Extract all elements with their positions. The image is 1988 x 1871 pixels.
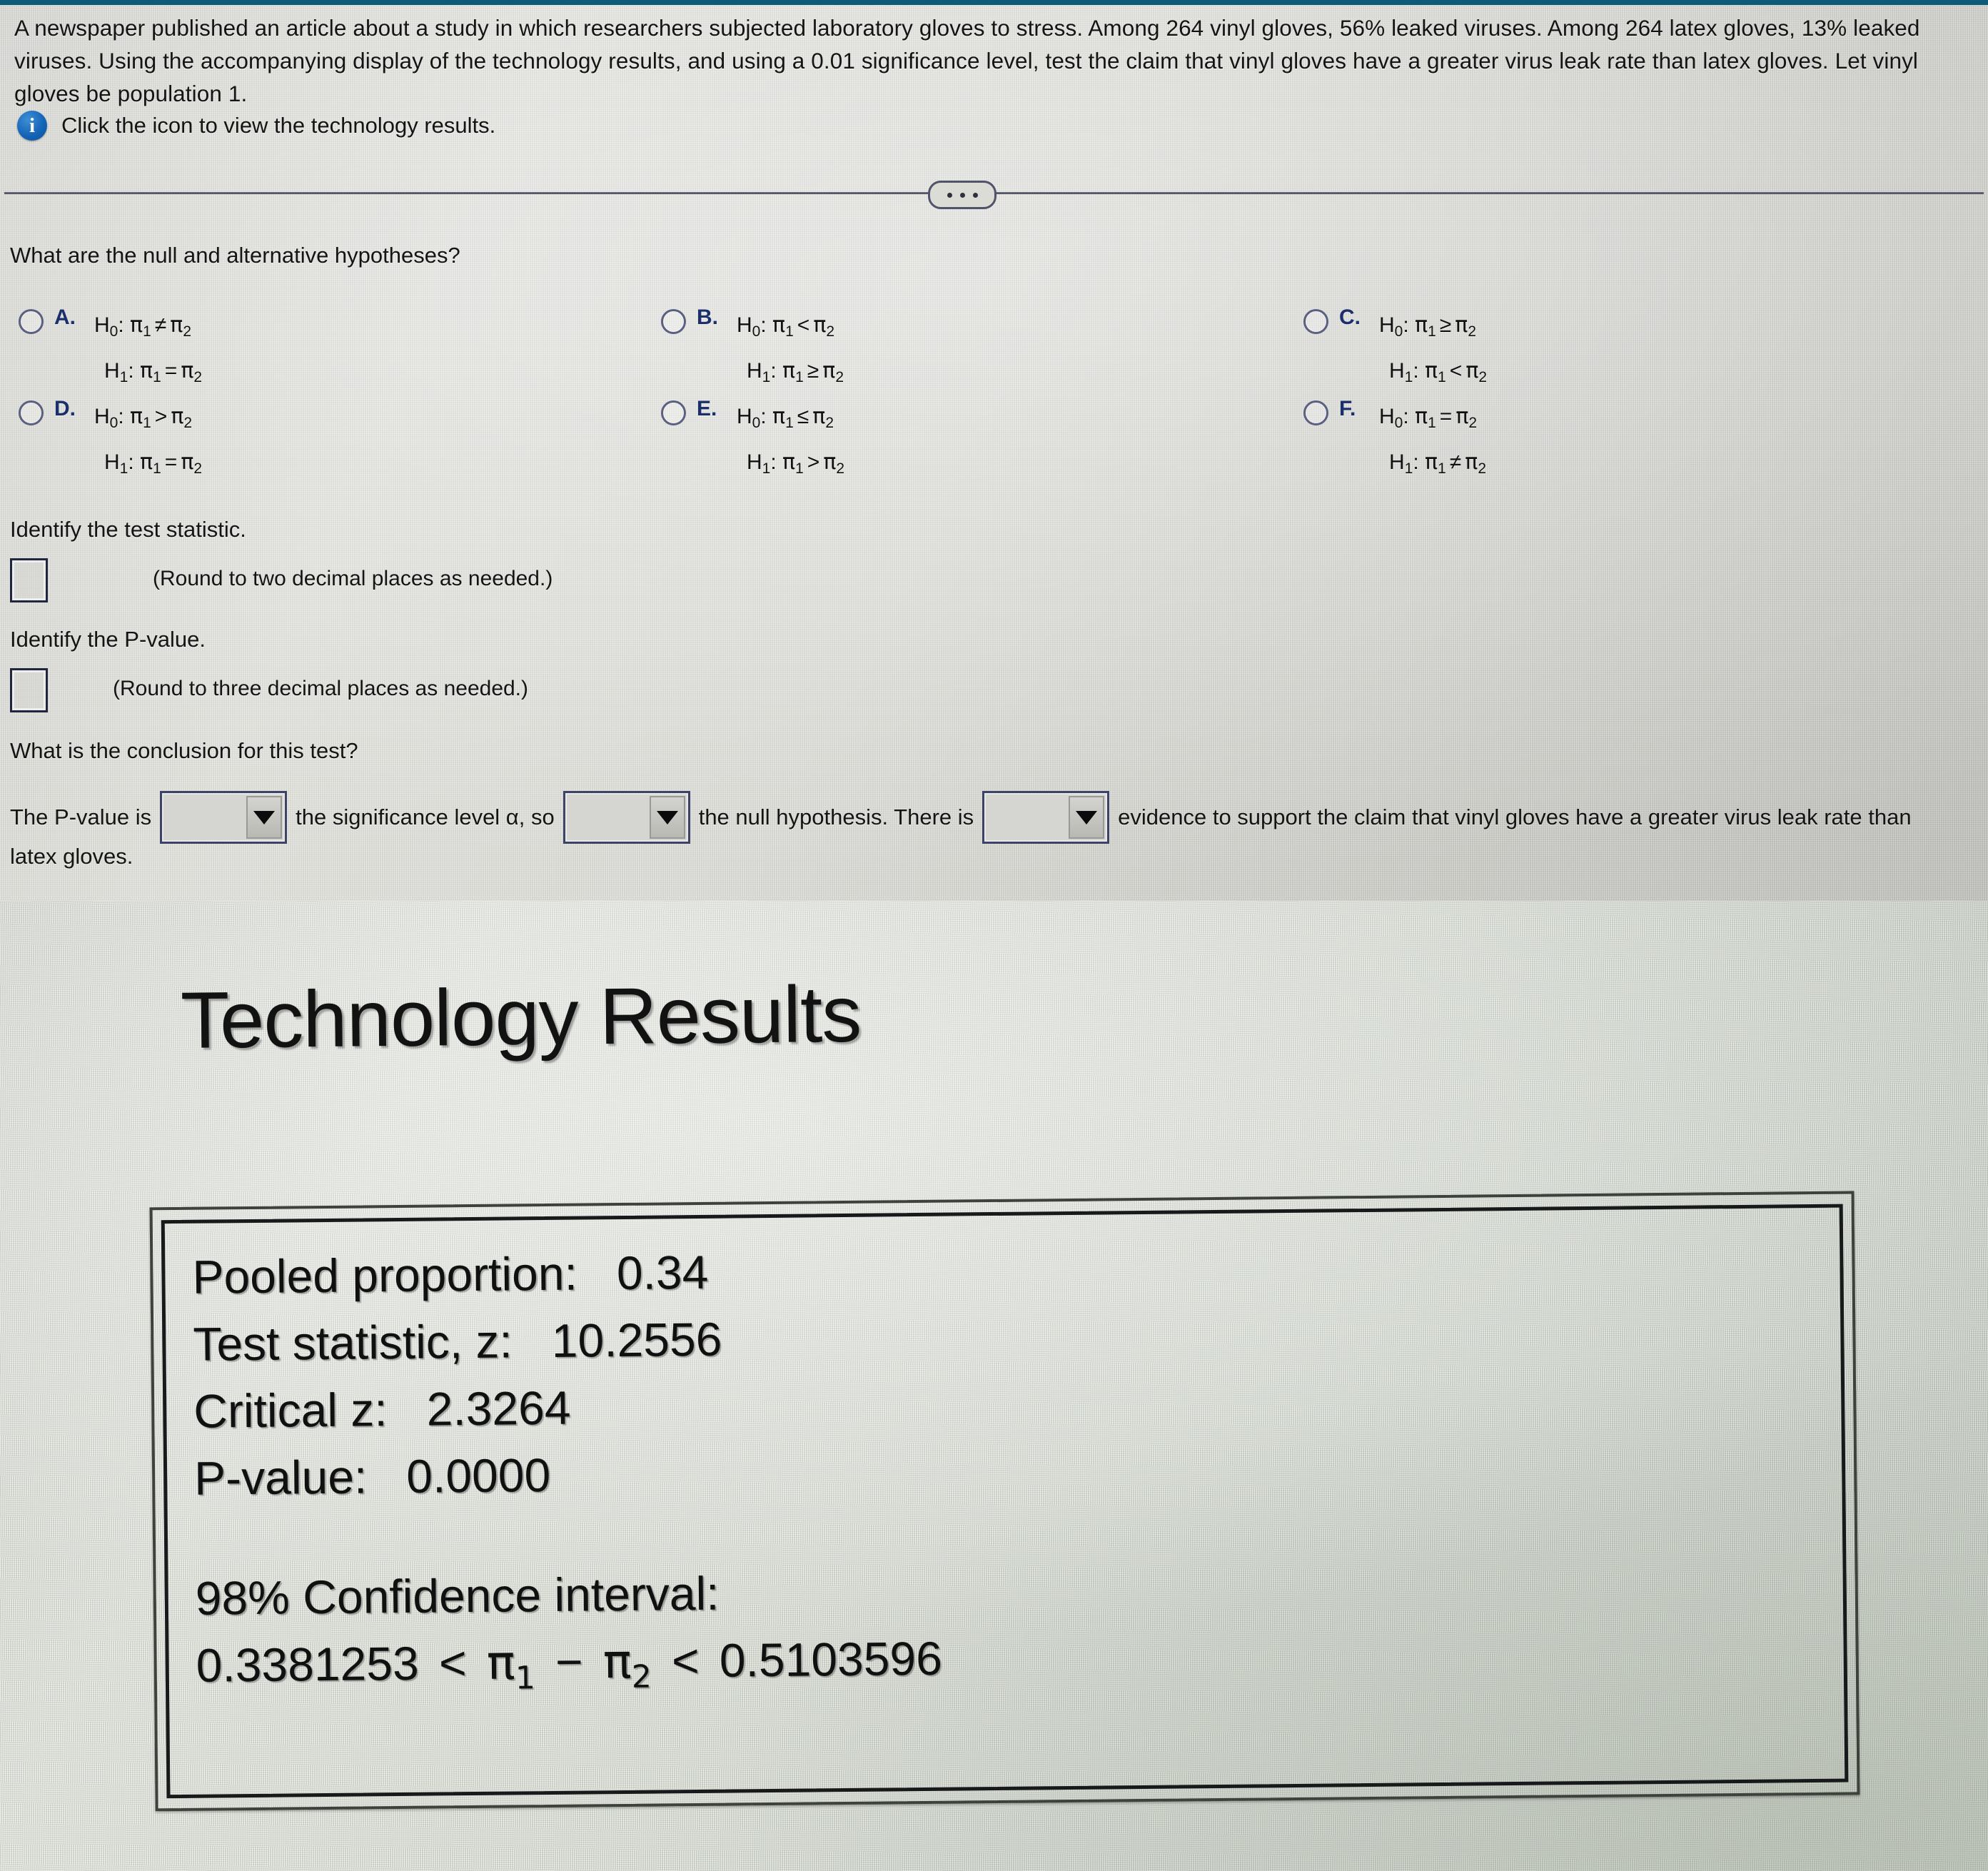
ci-pi1: π1: [486, 1635, 536, 1697]
chevron-down-icon[interactable]: [1069, 796, 1105, 839]
option-d-letter: D.: [54, 397, 76, 420]
results-inner-frame: Pooled proportion: 0.34 Test statistic, …: [161, 1204, 1849, 1799]
radio-option-c[interactable]: [1303, 309, 1328, 334]
option-a-letter: A.: [54, 306, 76, 329]
section-divider: [0, 178, 1988, 209]
ci-upper-bound: 0.5103596: [719, 1631, 943, 1687]
ci-lower-bound: 0.3381253: [196, 1636, 420, 1692]
radio-option-b[interactable]: [661, 309, 686, 334]
radio-option-a[interactable]: [19, 309, 44, 334]
test-statistic-rounding-note: (Round to two decimal places as needed.): [153, 567, 553, 590]
option-e-h0: H0: π1 ≤ π2: [737, 404, 834, 431]
question-test-statistic: Identify the test statistic.: [10, 517, 246, 542]
conclusion-text-part1: The P-value is: [10, 805, 152, 829]
confidence-interval-row: 0.3381253 < π1 − π2 < 0.5103596: [196, 1616, 1830, 1715]
ci-less-than-left: <: [438, 1636, 467, 1690]
ellipsis-dot: [972, 192, 978, 198]
radio-option-d[interactable]: [19, 400, 44, 425]
info-hint-text: Click the icon to view the technology re…: [61, 113, 496, 138]
question-hypotheses: What are the null and alternative hypoth…: [10, 243, 460, 268]
problem-statement: A newspaper published an article about a…: [14, 15, 1920, 106]
pooled-proportion-label: Pooled proportion:: [192, 1246, 578, 1303]
radio-option-f[interactable]: [1303, 400, 1328, 425]
homework-problem-pane: A newspaper published an article about a…: [0, 0, 1988, 901]
conclusion-text-part4: evidence to support the claim that vinyl…: [1118, 805, 1912, 829]
chevron-down-icon[interactable]: [649, 796, 685, 839]
question-p-value: Identify the P-value.: [10, 627, 206, 652]
option-f-h0: H0: π1 = π2: [1379, 404, 1478, 431]
p-value-label: P-value:: [193, 1450, 368, 1505]
chevron-down-icon[interactable]: [246, 796, 283, 839]
ci-less-than-right: <: [671, 1633, 700, 1688]
ellipsis-dot: [947, 192, 952, 198]
option-f-letter: F.: [1339, 397, 1356, 420]
test-statistic-label: Test statistic, z:: [193, 1314, 513, 1371]
option-a-h0: H0: π1 ≠ π2: [94, 313, 191, 340]
conclusion-text-part3: the null hypothesis. There is: [698, 805, 974, 829]
option-b-letter: B.: [697, 306, 718, 329]
option-f-h1: H1: π1 ≠ π2: [1389, 450, 1486, 477]
option-a[interactable]: A. H0: π1 ≠ π2 H1: π1 = π2: [19, 306, 202, 397]
technology-results-link[interactable]: i Click the icon to view the technology …: [17, 111, 495, 141]
reject-decision-dropdown[interactable]: [562, 791, 690, 844]
conclusion-sentence-row: The P-value is the significance level α,…: [10, 791, 1980, 844]
option-c[interactable]: C. H0: π1 ≥ π2 H1: π1 < π2: [1303, 306, 1487, 397]
option-d-h0: H0: π1 > π2: [94, 404, 193, 431]
critical-z-value: 2.3264: [426, 1381, 571, 1436]
p-value-input[interactable]: [10, 668, 48, 712]
option-e-h1: H1: π1 > π2: [747, 450, 845, 477]
critical-z-label: Critical z:: [193, 1383, 388, 1438]
results-outer-frame: Pooled proportion: 0.34 Test statistic, …: [149, 1191, 1860, 1812]
more-options-ellipsis-button[interactable]: [928, 181, 996, 209]
ci-pi2: π2: [602, 1633, 652, 1695]
option-c-letter: C.: [1339, 306, 1361, 329]
option-c-h1: H1: π1 < π2: [1389, 358, 1488, 385]
option-e-letter: E.: [697, 397, 717, 420]
question-conclusion: What is the conclusion for this test?: [10, 738, 358, 763]
pooled-proportion-value: 0.34: [616, 1245, 709, 1300]
technology-results-photo-pane: Technology Results Pooled proportion: 0.…: [0, 901, 1988, 1871]
evidence-sufficiency-dropdown[interactable]: [982, 791, 1110, 844]
technology-results-title: Technology Results: [180, 969, 862, 1065]
option-b[interactable]: B. H0: π1 < π2 H1: π1 ≥ π2: [661, 306, 844, 397]
option-d-h1: H1: π1 = π2: [104, 450, 203, 477]
option-a-h1: H1: π1 = π2: [104, 358, 203, 385]
results-content: Pooled proportion: 0.34 Test statistic, …: [192, 1228, 1830, 1715]
pvalue-comparison-dropdown[interactable]: [160, 791, 288, 844]
conclusion-text-part2: the significance level α, so: [296, 805, 555, 829]
radio-option-e[interactable]: [661, 400, 686, 425]
option-e[interactable]: E. H0: π1 ≤ π2 H1: π1 > π2: [661, 397, 844, 488]
ci-minus-sign: −: [555, 1635, 583, 1688]
test-statistic-input[interactable]: [10, 558, 48, 602]
option-d[interactable]: D. H0: π1 > π2 H1: π1 = π2: [19, 397, 202, 488]
option-b-h1: H1: π1 ≥ π2: [747, 358, 844, 385]
p-value-value: 0.0000: [405, 1448, 551, 1503]
test-statistic-value: 10.2556: [551, 1312, 722, 1367]
conclusion-text-part5: latex gloves.: [10, 844, 133, 869]
option-f[interactable]: F. H0: π1 = π2 H1: π1 ≠ π2: [1303, 397, 1486, 488]
p-value-rounding-note: (Round to three decimal places as needed…: [113, 677, 529, 700]
info-icon[interactable]: i: [17, 111, 47, 141]
option-c-h0: H0: π1 ≥ π2: [1379, 313, 1476, 340]
option-b-h0: H0: π1 < π2: [737, 313, 835, 340]
ellipsis-dot: [959, 192, 965, 198]
